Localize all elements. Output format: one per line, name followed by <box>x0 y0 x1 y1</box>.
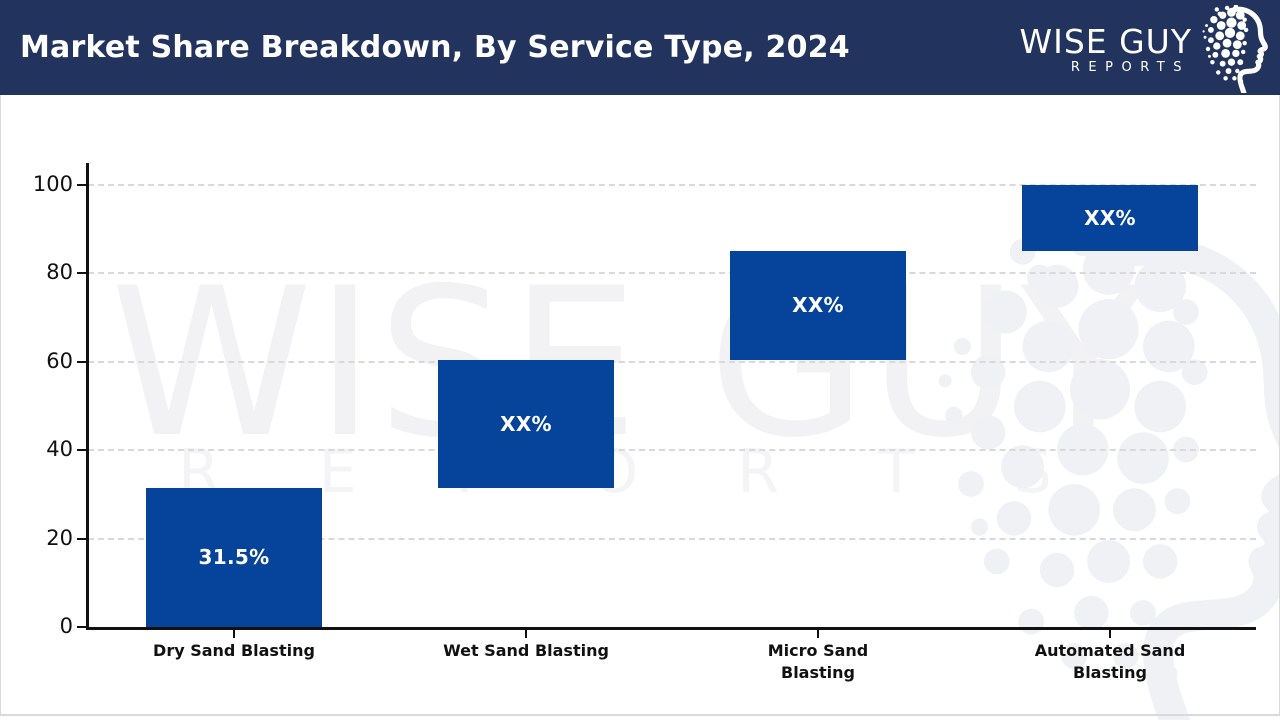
bar-automated-sand-blasting: XX% <box>1022 185 1198 252</box>
x-axis-tick <box>525 630 527 638</box>
x-axis-tick <box>1109 630 1111 638</box>
y-axis-tick-label: 80 <box>46 260 73 285</box>
x-axis-category-label: Automated Sand Blasting <box>1034 641 1186 682</box>
x-axis-category-label: Dry Sand Blasting <box>153 641 315 660</box>
logo-subbrand-text: REPORTS <box>1070 60 1190 75</box>
logo-brand-text: WISE GUY <box>1019 22 1192 61</box>
gridline <box>88 184 1256 186</box>
bar-micro-sand-blasting: XX% <box>730 251 906 360</box>
x-axis-tick <box>233 630 235 638</box>
bar-wet-sand-blasting: XX% <box>438 359 614 488</box>
page-title: Market Share Breakdown, By Service Type,… <box>20 30 850 65</box>
y-axis-tick-label: 100 <box>32 172 73 196</box>
gridline <box>88 537 1256 540</box>
gridline <box>88 272 1256 275</box>
x-axis-category-label: Wet Sand Blasting <box>443 641 609 660</box>
gridline <box>88 360 1256 363</box>
y-axis-tick <box>77 626 86 628</box>
dotted-head-profile-icon <box>1202 5 1268 93</box>
y-axis-tick <box>77 449 86 452</box>
y-axis-tick <box>77 360 86 363</box>
y-axis-tick <box>77 537 86 540</box>
y-axis-tick <box>77 184 86 186</box>
x-axis-category-label: Micro Sand Blasting <box>767 641 869 682</box>
bar-value-label: XX% <box>500 411 552 436</box>
gridline <box>88 449 1256 452</box>
y-axis-tick-label: 60 <box>46 348 73 373</box>
frame-border-bottom <box>0 714 1280 716</box>
bar-dry-sand-blasting: 31.5% <box>146 487 322 627</box>
y-axis-tick-label: 20 <box>46 525 73 550</box>
frame-border-left <box>0 95 1 716</box>
x-axis-line <box>86 627 1256 630</box>
bar-value-label: XX% <box>1084 206 1136 231</box>
bar-value-label: XX% <box>792 293 844 318</box>
y-axis-tick-label: 40 <box>46 437 73 462</box>
y-axis-tick <box>77 272 86 275</box>
y-axis-line <box>86 163 89 629</box>
bar-value-label: 31.5% <box>198 545 270 570</box>
x-axis-tick <box>817 630 819 638</box>
y-axis-tick-label: 0 <box>59 614 73 638</box>
report-header: Market Share Breakdown, By Service Type,… <box>0 0 1280 95</box>
wise-guy-reports-logo: WISE GUY REPORTS <box>1010 0 1270 95</box>
